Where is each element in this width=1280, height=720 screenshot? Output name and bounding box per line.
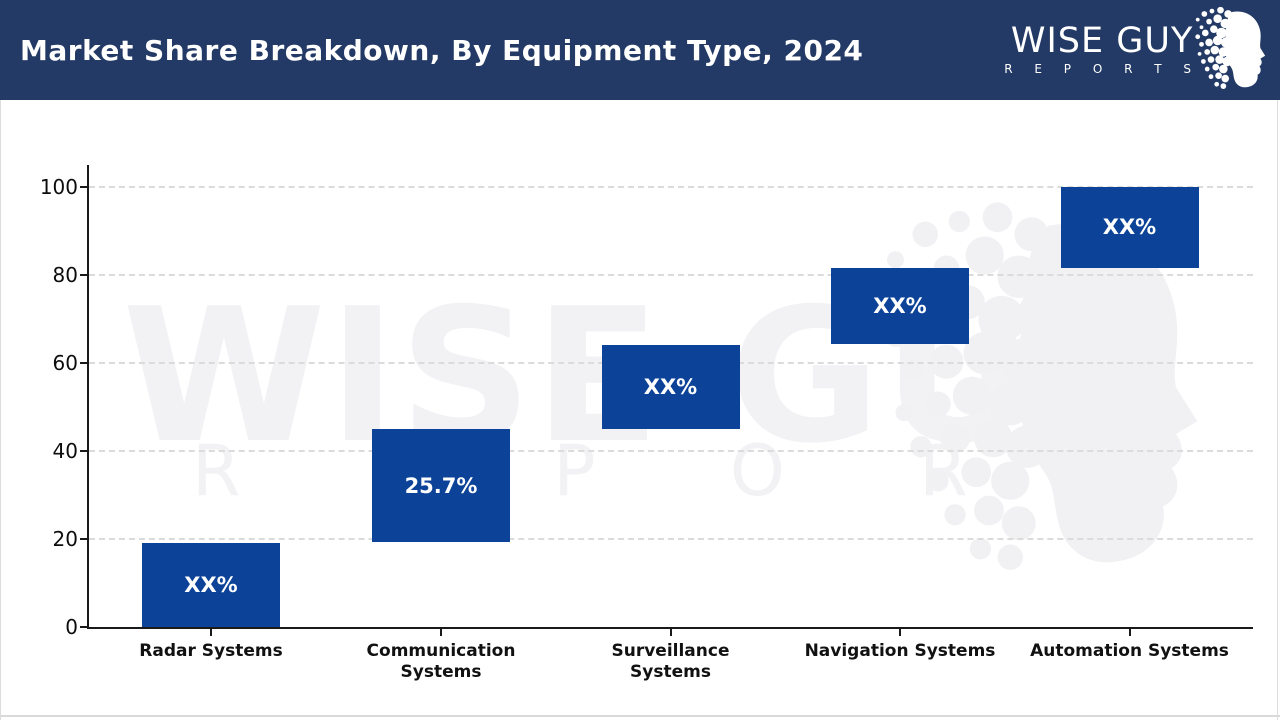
y-tick-label: 60: [52, 351, 78, 375]
y-tick-label: 80: [52, 263, 78, 287]
y-tick-label: 20: [52, 527, 78, 551]
x-axis-label-line: Surveillance: [611, 641, 730, 661]
x-axis-label-line: Radar Systems: [139, 641, 283, 661]
wiseguy-logo: WISE GUY R E P O R T S: [1004, 0, 1266, 100]
wiseguy-logo-text: WISE GUY R E P O R T S: [1004, 22, 1200, 76]
watermark: WISE GUY R E P O R T S: [0, 100, 1280, 720]
x-axis-label-line: Automation Systems: [1030, 641, 1229, 661]
y-tick-mark: [80, 538, 87, 540]
chart-area: XX% 25.7% XX% XX% XX% 0 20 40 60 80 100 Radar Syst…: [0, 100, 1280, 720]
x-axis-label-line: Communication: [366, 641, 516, 661]
wiseguy-logo-name: WISE GUY: [1010, 21, 1194, 61]
bar-value-label: XX%: [1102, 215, 1157, 240]
bar: 25.7%: [372, 429, 510, 543]
y-tick-mark: [80, 274, 87, 276]
x-axis-label: Radar Systems: [96, 641, 326, 662]
x-axis-label: Communication Systems: [326, 641, 556, 683]
bar-value-label: XX%: [643, 374, 698, 399]
x-tick-mark: [1128, 629, 1131, 636]
x-tick-mark: [210, 629, 212, 636]
y-tick-mark: [80, 362, 87, 364]
y-tick-mark: [80, 450, 87, 452]
wiseguy-logo-face-icon: [1195, 6, 1266, 90]
page-bottom-border: [0, 715, 1280, 717]
y-tick-label: 40: [52, 439, 78, 463]
x-axis-label: Automation Systems: [1015, 641, 1245, 662]
x-axis-spine: [87, 627, 1253, 629]
y-tick-mark: [80, 626, 87, 628]
bar: XX%: [1060, 187, 1199, 268]
y-axis-spine: [87, 165, 89, 629]
wiseguy-logo-subtitle: R E P O R T S: [1004, 62, 1200, 76]
gridline: [89, 186, 1253, 188]
page-left-border: [0, 100, 1, 720]
y-tick-label: 0: [65, 615, 78, 639]
y-tick-label: 100: [39, 175, 78, 199]
x-tick-mark: [669, 629, 672, 636]
x-axis-label-line: Systems: [400, 662, 482, 682]
x-axis-label: Surveillance Systems: [556, 641, 786, 683]
x-axis-label: Navigation Systems: [785, 641, 1015, 662]
x-axis-label-line: Systems: [630, 662, 711, 682]
gridline: [89, 274, 1253, 276]
bar: XX%: [142, 542, 280, 627]
x-tick-mark: [440, 629, 442, 636]
bar: XX%: [601, 344, 740, 429]
bar: XX%: [831, 268, 969, 345]
page-right-border: [1277, 100, 1278, 720]
header-bar: Market Share Breakdown, By Equipment Typ…: [0, 0, 1280, 100]
gridline: [89, 538, 1253, 540]
gridline: [89, 450, 1253, 452]
bar-value-label: XX%: [873, 294, 927, 319]
y-tick-mark: [80, 186, 87, 188]
bar-value-label: XX%: [184, 572, 238, 597]
x-axis-label-line: Navigation Systems: [804, 641, 996, 661]
chart-title: Market Share Breakdown, By Equipment Typ…: [20, 33, 864, 67]
bar-value-label: 25.7%: [404, 473, 478, 498]
plot-area: XX% 25.7% XX% XX% XX%: [87, 165, 1253, 629]
x-tick-mark: [899, 629, 901, 636]
